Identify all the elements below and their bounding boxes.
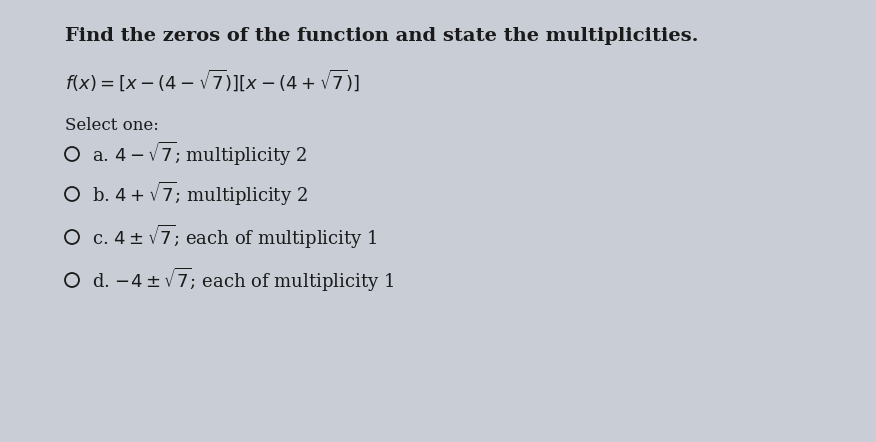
Text: d. $-4 \pm \sqrt{7}$; each of multiplicity 1: d. $-4 \pm \sqrt{7}$; each of multiplici… xyxy=(92,266,394,294)
Text: Find the zeros of the function and state the multiplicities.: Find the zeros of the function and state… xyxy=(65,27,698,45)
Text: Select one:: Select one: xyxy=(65,117,159,134)
Text: $f(x) = [x - (4 - \sqrt{7})][x - (4 + \sqrt{7})]$: $f(x) = [x - (4 - \sqrt{7})][x - (4 + \s… xyxy=(65,67,360,93)
Text: b. $4 + \sqrt{7}$; multiplicity 2: b. $4 + \sqrt{7}$; multiplicity 2 xyxy=(92,180,307,208)
Text: a. $4 - \sqrt{7}$; multiplicity 2: a. $4 - \sqrt{7}$; multiplicity 2 xyxy=(92,140,307,168)
Text: c. $4 \pm \sqrt{7}$; each of multiplicity 1: c. $4 \pm \sqrt{7}$; each of multiplicit… xyxy=(92,223,378,251)
